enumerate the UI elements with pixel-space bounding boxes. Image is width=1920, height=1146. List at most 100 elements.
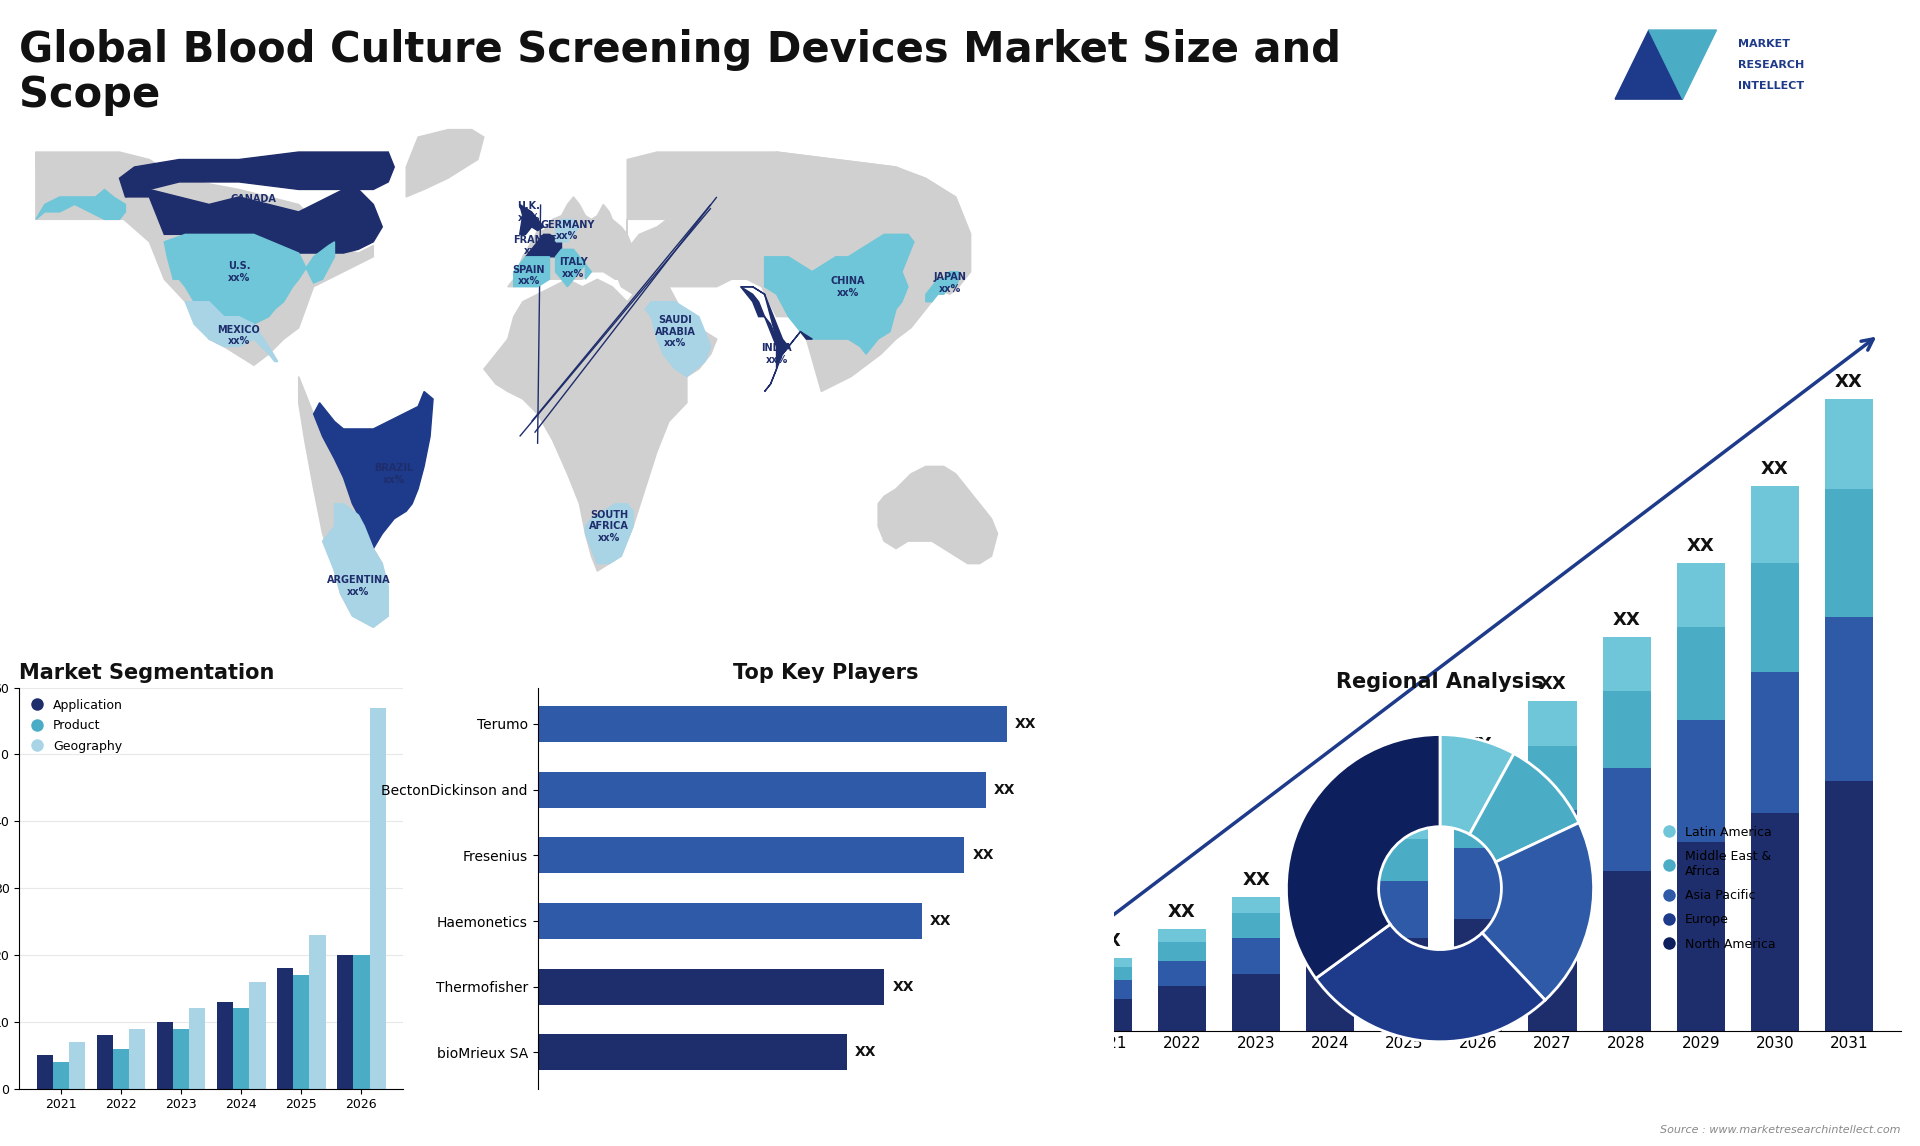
Bar: [1528, 810, 1576, 896]
Polygon shape: [532, 204, 710, 422]
Text: XX: XX: [893, 980, 914, 994]
Polygon shape: [313, 392, 434, 549]
Text: CANADA
xx%: CANADA xx%: [230, 194, 276, 215]
Bar: [1083, 967, 1133, 980]
Polygon shape: [526, 234, 561, 265]
Bar: [1158, 928, 1206, 942]
Polygon shape: [622, 280, 716, 377]
Bar: [353, 955, 369, 1089]
Bar: [1306, 858, 1354, 880]
Bar: [1158, 987, 1206, 1031]
Polygon shape: [323, 504, 388, 627]
Wedge shape: [1315, 925, 1546, 1042]
Bar: [1083, 958, 1133, 967]
Bar: [1751, 814, 1799, 1031]
Text: XX: XX: [972, 848, 995, 862]
Bar: [157, 1022, 173, 1089]
Text: SAUDI
ARABIA
xx%: SAUDI ARABIA xx%: [655, 315, 695, 348]
Wedge shape: [1440, 735, 1515, 834]
Bar: [1528, 896, 1576, 1031]
Text: Source : www.marketresearchintellect.com: Source : www.marketresearchintellect.com: [1661, 1124, 1901, 1135]
Text: XX: XX: [1167, 903, 1196, 920]
Text: XX: XX: [1094, 932, 1121, 950]
Bar: [1083, 999, 1133, 1031]
Polygon shape: [555, 219, 580, 242]
Polygon shape: [877, 466, 998, 564]
Bar: [1158, 960, 1206, 987]
Text: ITALY
xx%: ITALY xx%: [559, 257, 588, 278]
Bar: [338, 955, 353, 1089]
Text: ARGENTINA
xx%: ARGENTINA xx%: [326, 575, 390, 597]
Polygon shape: [764, 257, 908, 354]
FancyBboxPatch shape: [1588, 9, 1907, 117]
Bar: [129, 1029, 146, 1089]
Polygon shape: [515, 257, 549, 286]
Text: INDIA
xx%: INDIA xx%: [760, 344, 791, 364]
Text: XX: XX: [1465, 736, 1492, 754]
Text: XX: XX: [1538, 675, 1567, 693]
Bar: [1306, 912, 1354, 958]
Title: Regional Analysis: Regional Analysis: [1336, 672, 1544, 692]
Text: CHINA
xx%: CHINA xx%: [831, 276, 866, 298]
Bar: [1453, 919, 1503, 1031]
Text: RESEARCH: RESEARCH: [1738, 60, 1805, 70]
Text: XX: XX: [995, 783, 1016, 796]
Bar: [1083, 980, 1133, 999]
Bar: [217, 1002, 232, 1089]
Text: XX: XX: [1688, 536, 1715, 555]
Text: XX: XX: [929, 915, 950, 928]
Bar: [1453, 762, 1503, 798]
Bar: [1233, 974, 1281, 1031]
Polygon shape: [555, 250, 591, 286]
Polygon shape: [628, 152, 972, 234]
Polygon shape: [764, 234, 914, 286]
Bar: [1751, 672, 1799, 814]
Polygon shape: [925, 272, 958, 301]
Text: SPAIN
xx%: SPAIN xx%: [513, 265, 545, 286]
Legend: Application, Product, Geography: Application, Product, Geography: [25, 693, 129, 758]
Polygon shape: [165, 234, 334, 324]
Bar: [36, 1055, 54, 1089]
Text: XX: XX: [1761, 460, 1789, 478]
Bar: [538, 771, 985, 808]
Polygon shape: [36, 152, 150, 219]
Polygon shape: [520, 209, 710, 437]
Bar: [1233, 896, 1281, 912]
Wedge shape: [1469, 754, 1578, 862]
Text: U.S.
xx%: U.S. xx%: [228, 261, 250, 283]
Bar: [1603, 871, 1651, 1031]
Polygon shape: [507, 197, 639, 286]
Polygon shape: [407, 129, 484, 197]
Bar: [369, 707, 386, 1089]
Polygon shape: [184, 301, 278, 362]
Polygon shape: [119, 152, 394, 197]
Bar: [1380, 939, 1428, 1031]
Text: SOUTH
AFRICA
xx%: SOUTH AFRICA xx%: [589, 510, 630, 543]
Text: XX: XX: [1613, 611, 1640, 629]
Bar: [1603, 768, 1651, 871]
Title: Top Key Players: Top Key Players: [733, 664, 918, 683]
Bar: [1380, 810, 1428, 839]
Polygon shape: [125, 189, 382, 253]
Bar: [1233, 939, 1281, 974]
Bar: [1676, 627, 1724, 720]
Bar: [54, 1062, 69, 1089]
Bar: [1824, 399, 1874, 489]
Bar: [173, 1029, 190, 1089]
Polygon shape: [925, 272, 958, 301]
Bar: [538, 838, 964, 873]
Text: XX: XX: [1242, 871, 1269, 888]
Polygon shape: [520, 204, 543, 234]
Bar: [1380, 839, 1428, 880]
Polygon shape: [741, 286, 789, 354]
Text: Market Segmentation: Market Segmentation: [19, 664, 275, 683]
Text: BRAZIL
xx%: BRAZIL xx%: [374, 463, 415, 485]
Legend: Latin America, Middle East &
Africa, Asia Pacific, Europe, North America: Latin America, Middle East & Africa, Asi…: [1657, 821, 1780, 956]
Bar: [1306, 958, 1354, 1031]
Text: XX: XX: [1016, 717, 1037, 731]
Polygon shape: [36, 189, 125, 219]
Polygon shape: [1615, 30, 1682, 99]
Bar: [1380, 880, 1428, 939]
Bar: [1603, 637, 1651, 691]
Bar: [250, 982, 265, 1089]
